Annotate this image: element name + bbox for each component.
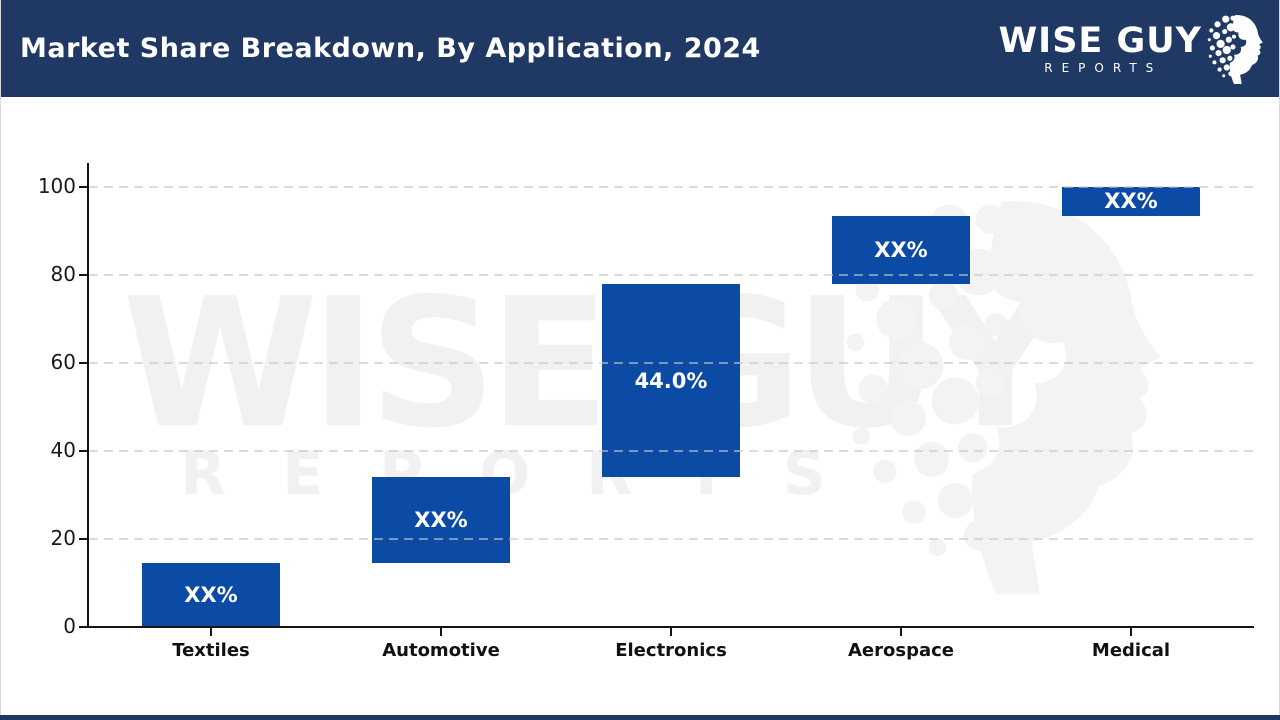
y-axis-line <box>87 163 89 628</box>
logo-subtitle: REPORTS <box>1044 61 1163 76</box>
y-tick-mark-20 <box>79 538 87 540</box>
gridline-y-60 <box>89 362 1254 364</box>
bar-aerospace: XX% <box>832 215 970 284</box>
x-category-label-medical: Medical <box>1091 640 1171 661</box>
dotted-head-profile-icon <box>1207 14 1263 84</box>
y-tick-label-80: 80 <box>50 262 76 286</box>
bar-textiles: XX% <box>142 563 280 627</box>
bar-value-label-automotive: XX% <box>414 508 468 533</box>
y-tick-label-60: 60 <box>50 350 76 374</box>
y-tick-mark-40 <box>79 450 87 452</box>
bar-electronics: 44.0% <box>602 283 740 478</box>
y-tick-label-100: 100 <box>37 174 76 198</box>
bar-value-label-textiles: XX% <box>184 583 238 608</box>
bar-medical: XX% <box>1062 187 1200 216</box>
logo-text: WISE GUY REPORTS <box>998 20 1202 76</box>
bar-value-label-medical: XX% <box>1104 189 1158 214</box>
wise-guy-reports-logo: WISE GUY REPORTS <box>999 8 1266 90</box>
y-tick-mark-60 <box>79 362 87 364</box>
x-tick-mark-aerospace <box>900 628 902 636</box>
x-category-label-aerospace: Aerospace <box>847 640 954 661</box>
x-category-label-electronics: Electronics <box>615 640 727 661</box>
x-axis-line <box>87 626 1254 628</box>
x-tick-mark-medical <box>1130 628 1132 636</box>
gridline-y-100 <box>89 186 1254 188</box>
x-tick-mark-automotive <box>440 628 442 636</box>
y-tick-mark-100 <box>79 186 87 188</box>
y-tick-label-20: 20 <box>50 526 76 550</box>
bar-automotive: XX% <box>372 477 510 564</box>
y-tick-label-40: 40 <box>50 438 76 462</box>
x-tick-mark-textiles <box>210 628 212 636</box>
logo-wordmark: WISE GUY <box>998 20 1202 61</box>
y-tick-mark-80 <box>79 274 87 276</box>
y-tick-label-0: 0 <box>63 614 76 638</box>
header-banner: Market Share Breakdown, By Application, … <box>0 0 1280 97</box>
x-category-label-automotive: Automotive <box>382 640 500 661</box>
footer-bar <box>0 715 1280 720</box>
y-tick-mark-0 <box>79 626 87 628</box>
x-category-label-textiles: Textiles <box>172 640 250 661</box>
bar-value-label-electronics: 44.0% <box>634 368 708 393</box>
page-title: Market Share Breakdown, By Application, … <box>20 33 761 64</box>
x-tick-mark-electronics <box>670 628 672 636</box>
gridline-y-40 <box>89 450 1254 452</box>
gridline-y-80 <box>89 274 1254 276</box>
bar-value-label-aerospace: XX% <box>874 237 928 262</box>
gridline-y-20 <box>89 538 1254 540</box>
